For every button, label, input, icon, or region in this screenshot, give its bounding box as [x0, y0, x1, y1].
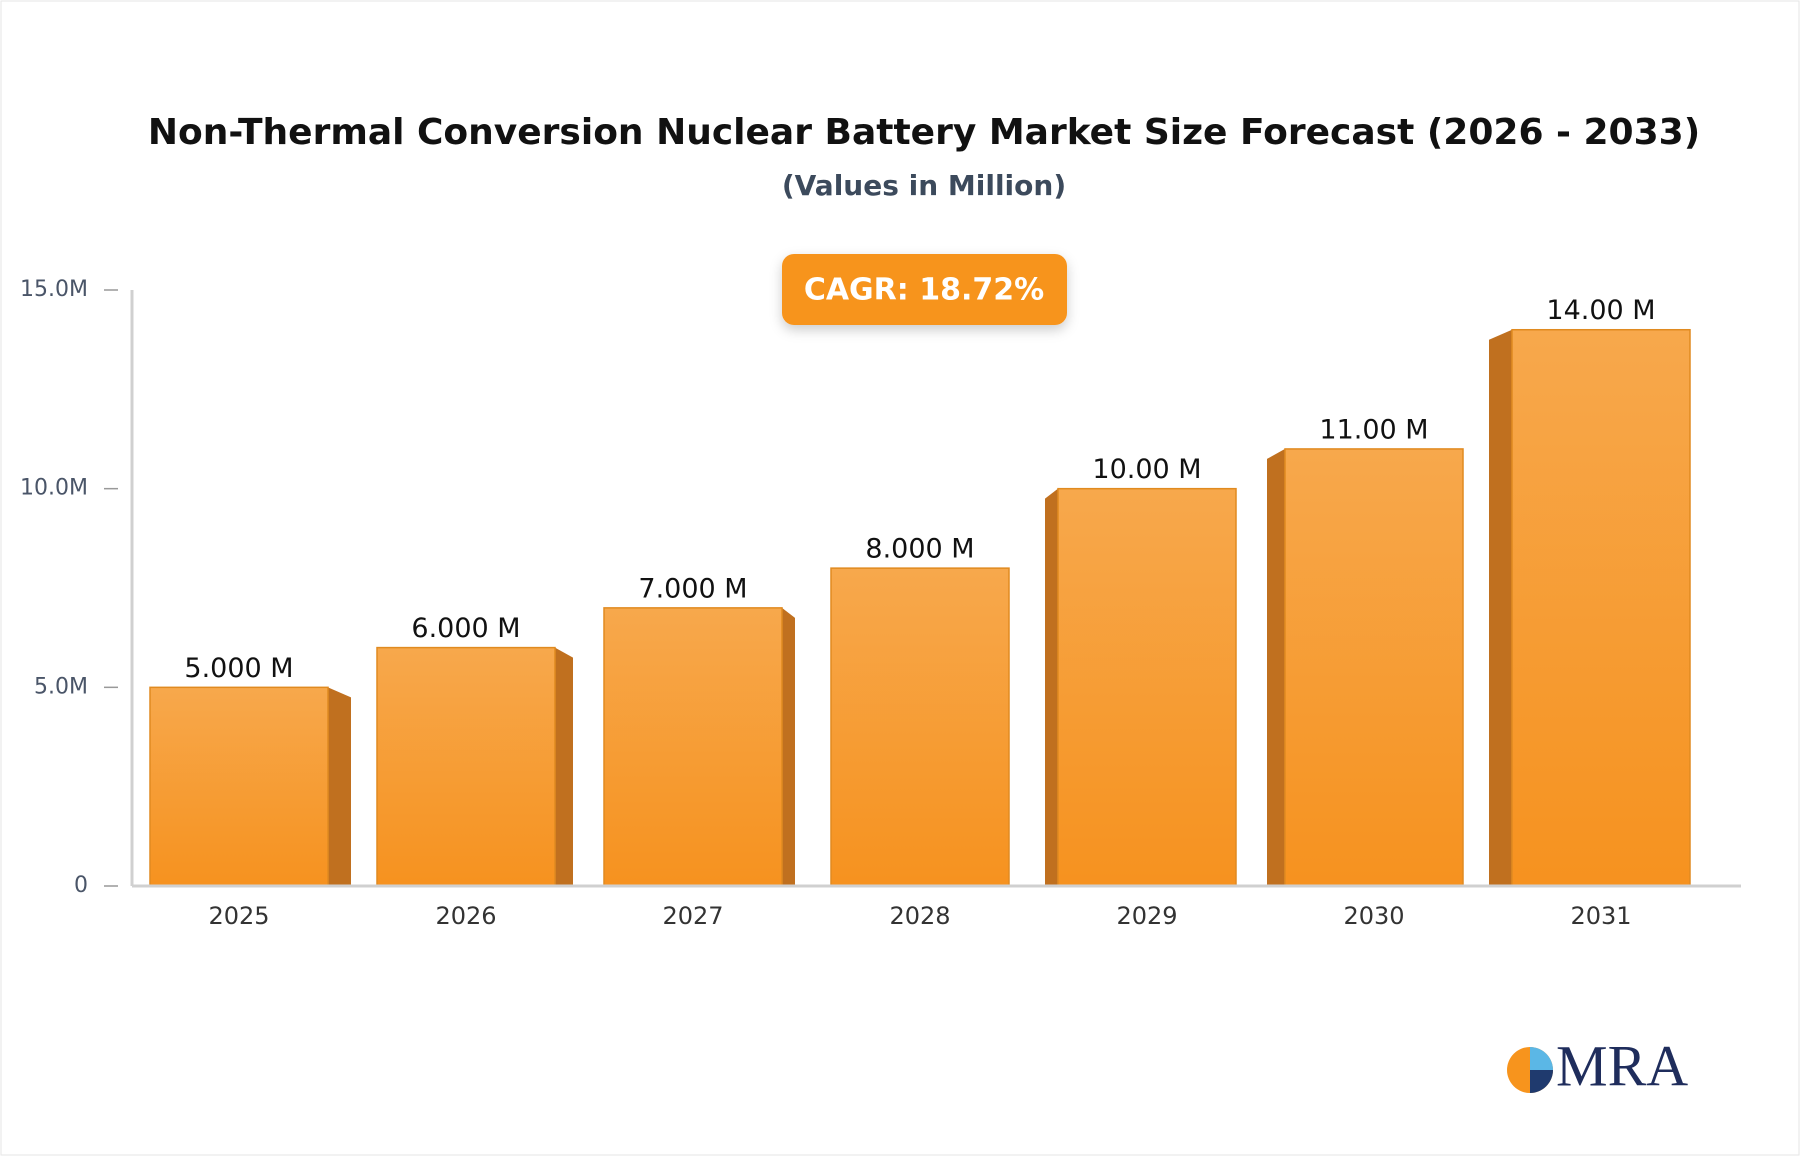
logo-text: MRA	[1556, 1033, 1688, 1098]
x-tick-label: 2030	[1343, 902, 1404, 930]
value-label: 11.00 M	[1319, 414, 1428, 445]
y-tick-label: 10.0M	[20, 476, 88, 501]
x-tick-label: 2027	[662, 902, 723, 930]
bar	[603, 607, 783, 887]
logo-icon-slice	[1530, 1047, 1553, 1070]
x-tick-label: 2031	[1570, 902, 1631, 930]
bar	[376, 646, 556, 887]
y-tick-label: 0	[74, 873, 88, 898]
bar-side	[555, 647, 573, 886]
value-label: 10.00 M	[1092, 454, 1201, 485]
y-tick-label: 15.0M	[20, 277, 88, 302]
cagr-badge	[782, 254, 1067, 325]
x-tick-label: 2029	[1116, 902, 1177, 930]
bar	[1284, 448, 1464, 887]
value-label: 14.00 M	[1546, 295, 1655, 326]
chart-subtitle: (Values in Million)	[782, 169, 1066, 202]
bar	[149, 686, 329, 887]
value-label: 7.000 M	[638, 573, 747, 604]
chart-title: Non-Thermal Conversion Nuclear Battery M…	[148, 112, 1700, 153]
y-tick-label: 5.0M	[34, 674, 88, 699]
bar-side	[328, 687, 351, 886]
value-label: 6.000 M	[411, 613, 520, 644]
value-label: 5.000 M	[184, 653, 293, 684]
bar-side	[1045, 488, 1058, 886]
logo: MRA	[1507, 1033, 1688, 1098]
cagr-label: CAGR: 18.72%	[804, 273, 1044, 308]
bar	[1511, 328, 1691, 887]
bar-side	[1489, 329, 1512, 886]
bar	[1057, 487, 1237, 887]
bar-side	[782, 607, 795, 886]
x-tick-label: 2028	[889, 902, 950, 930]
value-label: 8.000 M	[865, 534, 974, 565]
x-tick-label: 2025	[208, 902, 269, 930]
bar-side	[1267, 448, 1285, 886]
logo-icon-slice	[1530, 1070, 1553, 1093]
x-tick-label: 2026	[435, 902, 496, 930]
bar	[830, 567, 1010, 887]
